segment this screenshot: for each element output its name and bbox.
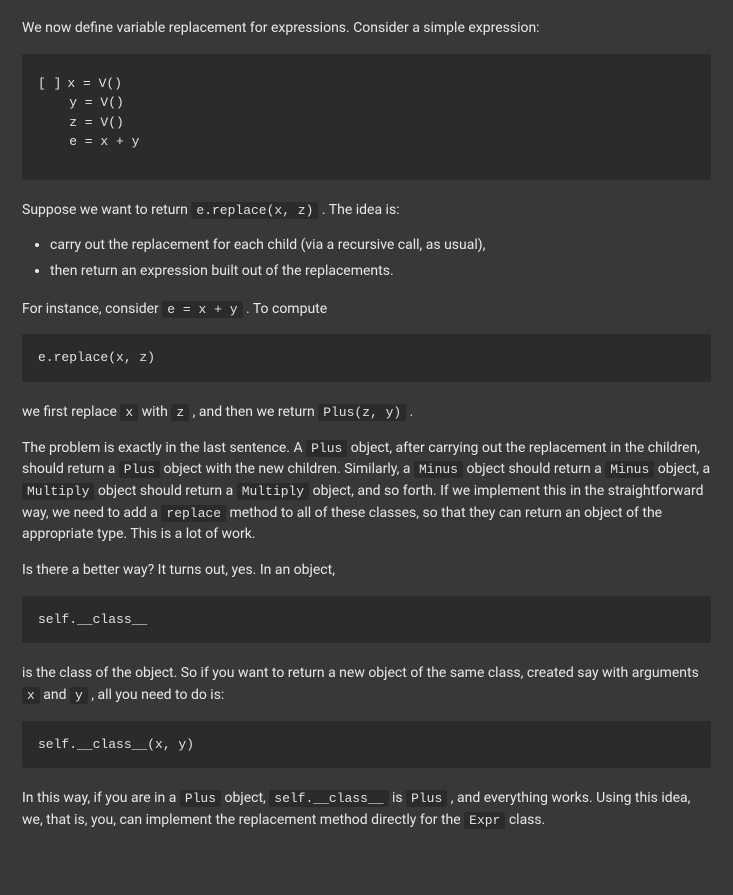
problem-paragraph: The problem is exactly in the last sente…	[22, 438, 711, 546]
inline-code-replace: e.replace(x, z)	[191, 202, 318, 219]
text-span: with	[138, 404, 171, 420]
intro-paragraph: We now define variable replacement for e…	[22, 18, 711, 40]
inline-code-plus: Plus	[119, 461, 160, 478]
class-of-object-paragraph: is the class of the object. So if you wa…	[22, 663, 711, 706]
text-span: object should return a	[463, 461, 605, 477]
text-span: class.	[505, 812, 545, 828]
text-span: and	[40, 687, 70, 703]
inline-code-minus: Minus	[605, 461, 654, 478]
inline-code-x: x	[22, 687, 40, 704]
cell-prompt: [ ]	[38, 76, 67, 91]
inline-code-selfclass: self.__class__	[269, 790, 388, 807]
text-span: . The idea is:	[318, 202, 399, 218]
text-span: we first replace	[22, 404, 120, 420]
suppose-paragraph: Suppose we want to return e.replace(x, z…	[22, 200, 711, 222]
text-span: is the class of the object. So if you wa…	[22, 665, 699, 681]
code-block-2: e.replace(x, z)	[22, 334, 711, 382]
inline-code-multiply: Multiply	[22, 483, 94, 500]
text-span: object should return a	[94, 483, 236, 499]
first-replace-paragraph: we first replace x with z , and then we …	[22, 402, 711, 424]
inline-code-replace: replace	[161, 505, 226, 522]
inline-code-plus: Plus	[180, 790, 221, 807]
inline-code-plus: Plus	[406, 790, 447, 807]
text-span: .	[406, 404, 413, 420]
text-span: In this way, if you are in a	[22, 790, 180, 806]
inline-code-eq: e = x + y	[162, 301, 242, 318]
text-span: object with the new children. Similarly,…	[160, 461, 414, 477]
text-span: object, a	[654, 461, 710, 477]
for-instance-paragraph: For instance, consider e = x + y . To co…	[22, 299, 711, 321]
inline-code-x: x	[120, 404, 138, 421]
text-span: Suppose we want to return	[22, 202, 191, 218]
inline-code-plus-zy: Plus(z, y)	[318, 404, 406, 421]
text-span: For instance, consider	[22, 301, 162, 317]
inline-code-y: y	[70, 687, 88, 704]
inline-code-multiply: Multiply	[237, 483, 309, 500]
text-span: The problem is exactly in the last sente…	[22, 440, 306, 456]
text-span: object,	[221, 790, 269, 806]
in-this-way-paragraph: In this way, if you are in a Plus object…	[22, 788, 711, 831]
better-way-paragraph: Is there a better way? It turns out, yes…	[22, 560, 711, 582]
code-block-1: [ ]x = V() y = V() z = V() e = x + y	[22, 54, 711, 180]
text-span: . To compute	[243, 301, 328, 317]
code-block-4: self.__class__(x, y)	[22, 721, 711, 769]
inline-code-expr: Expr	[464, 812, 505, 829]
idea-list: carry out the replacement for each child…	[22, 235, 711, 282]
inline-code-plus: Plus	[306, 440, 347, 457]
code-block-3: self.__class__	[22, 596, 711, 644]
text-span: is	[389, 790, 407, 806]
inline-code-minus: Minus	[414, 461, 463, 478]
text-span: , and then we return	[189, 404, 318, 420]
inline-code-z: z	[171, 404, 189, 421]
list-item: carry out the replacement for each child…	[50, 235, 711, 257]
text-span: , all you need to do is:	[88, 687, 225, 703]
list-item: then return an expression built out of t…	[50, 261, 711, 283]
document-page: We now define variable replacement for e…	[0, 0, 733, 895]
